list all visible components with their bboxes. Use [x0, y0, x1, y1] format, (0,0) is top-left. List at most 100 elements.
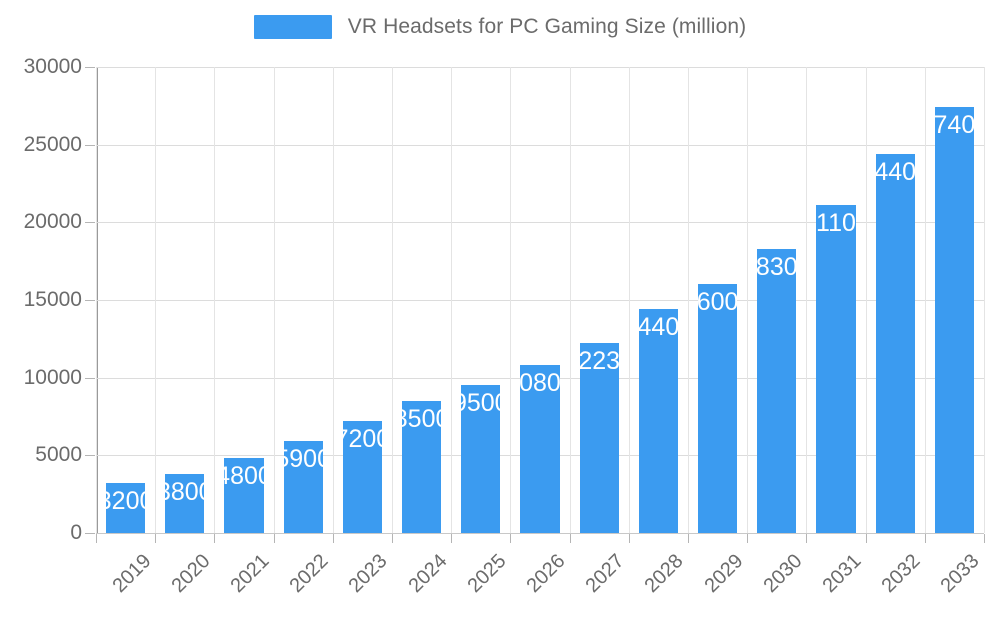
x-axis-tick-mark: [214, 534, 216, 543]
gridline-vertical: [96, 67, 97, 533]
gridline-vertical: [510, 67, 512, 533]
bar-slot: 3800: [165, 67, 205, 533]
bar-value-label: 12230: [579, 347, 619, 376]
bar[interactable]: 8500: [402, 400, 442, 533]
gridline-vertical: [747, 67, 749, 533]
y-axis-tick-mark: [85, 222, 95, 224]
gridline-vertical: [865, 67, 867, 533]
bar[interactable]: 24400: [875, 154, 915, 533]
bar-value-label: 8500: [402, 404, 441, 433]
bar[interactable]: 7200: [342, 421, 382, 533]
bar-slot: 4800: [224, 67, 264, 533]
legend-label: VR Headsets for PC Gaming Size (million): [347, 15, 747, 38]
x-axis-tick-mark: [392, 534, 393, 543]
y-axis-tick-label: 30000: [23, 55, 82, 78]
bar-slot: 5900: [283, 67, 323, 533]
gridline-vertical: [984, 67, 985, 533]
gridline-horizontal: [96, 144, 984, 146]
bar[interactable]: 4800: [224, 458, 264, 533]
bar-slot: 7200: [342, 67, 382, 533]
bar-slot: 8500: [402, 67, 442, 533]
gridline-vertical: [214, 67, 216, 533]
bar[interactable]: 16000: [698, 284, 738, 533]
x-axis-tick-mark: [332, 534, 334, 543]
x-axis-tick-mark: [451, 534, 453, 543]
y-axis-tick-label: 15000: [23, 288, 82, 311]
y-axis-tick-label: 0: [70, 521, 82, 544]
gridline-horizontal: [96, 222, 984, 224]
x-axis-tick-mark: [96, 534, 97, 543]
gridline-vertical: [806, 67, 808, 533]
bar[interactable]: 3200: [106, 483, 146, 533]
bar-slot: 21100: [816, 67, 856, 533]
bar-value-label: 5900: [284, 445, 323, 474]
gridline-horizontal: [96, 67, 984, 68]
gridline-horizontal: [96, 300, 984, 301]
gridline-vertical: [273, 67, 275, 533]
bar[interactable]: 5900: [283, 441, 323, 533]
gridline-horizontal: [96, 533, 984, 534]
gridline-vertical: [924, 67, 926, 533]
bar-slot: 18300: [757, 67, 797, 533]
gridline-vertical: [332, 67, 334, 533]
y-axis-tick-label: 5000: [35, 443, 82, 467]
bar-slot: 24400: [875, 67, 915, 533]
bar-value-label: 24400: [875, 158, 915, 186]
gridline-vertical: [628, 67, 630, 533]
bar-slot: 14400: [638, 67, 678, 533]
y-axis-tick-mark: [85, 300, 95, 301]
x-axis-tick-mark: [569, 534, 571, 543]
y-axis-tick-label: 10000: [23, 365, 82, 389]
x-axis-tick-mark: [688, 534, 689, 543]
bar-value-label: 3800: [165, 477, 204, 506]
bar[interactable]: 3800: [165, 473, 205, 533]
bar-slot: 3200: [106, 67, 146, 533]
bar-value-label: 18300: [757, 252, 797, 281]
y-axis-tick-label: 20000: [23, 210, 82, 234]
bar-slot: 16000: [698, 67, 738, 533]
gridline-vertical: [451, 67, 453, 533]
bar[interactable]: 12230: [579, 343, 619, 533]
bar-value-label: 7200: [343, 425, 382, 454]
bar-slot: 9500: [461, 67, 501, 533]
bar[interactable]: 21100: [816, 205, 856, 533]
y-axis-tick-mark: [85, 455, 95, 457]
gridline-vertical: [569, 67, 571, 533]
bar-value-label: 9500: [461, 389, 500, 418]
bar[interactable]: 10800: [520, 365, 560, 533]
bar-value-label: 4800: [224, 462, 263, 491]
bar[interactable]: 27400: [934, 107, 974, 533]
x-axis-tick-mark: [155, 534, 157, 543]
y-axis-tick-label: 25000: [23, 132, 82, 156]
y-axis-tick-mark: [85, 67, 95, 68]
bar-slot: 27400: [934, 67, 974, 533]
x-axis-tick-mark: [747, 534, 749, 543]
x-axis-tick-mark: [865, 534, 867, 543]
y-axis-tick-mark: [85, 533, 95, 534]
bar[interactable]: 14400: [638, 309, 678, 533]
bar-value-label: 27400: [934, 111, 974, 140]
bar-value-label: 14400: [638, 313, 678, 342]
y-axis-tick-mark: [85, 144, 95, 146]
bar-slot: 10800: [520, 67, 560, 533]
x-axis-tick-mark: [924, 534, 926, 543]
legend-color-swatch: [253, 15, 332, 39]
y-axis-tick-mark: [85, 377, 95, 379]
y-axis-tick-labels: 0 5000 10000 15000 20000 25000 30000: [0, 55, 82, 544]
bar[interactable]: 9500: [461, 385, 501, 533]
x-axis-tick-mark: [510, 534, 512, 543]
bar-chart: VR Headsets for PC Gaming Size (million)…: [0, 12, 1000, 597]
bar-value-label: 3200: [106, 487, 145, 516]
x-axis-tick-mark: [806, 534, 808, 543]
bar-value-label: 21100: [816, 209, 856, 238]
plot-area: 3200 3800 4800 5900 7200 8500 9500 10800 12230 14…: [96, 67, 985, 534]
bar-value-label: 10800: [520, 369, 560, 398]
bar-slot: 12230: [579, 67, 619, 533]
bar[interactable]: 18300: [757, 248, 797, 533]
bar-value-label: 16000: [698, 288, 738, 317]
gridline-vertical: [392, 67, 393, 533]
x-axis-tick-mark: [628, 534, 630, 543]
gridline-vertical: [688, 67, 689, 533]
chart-legend[interactable]: VR Headsets for PC Gaming Size (million): [0, 12, 1000, 42]
gridline-vertical: [155, 67, 157, 533]
